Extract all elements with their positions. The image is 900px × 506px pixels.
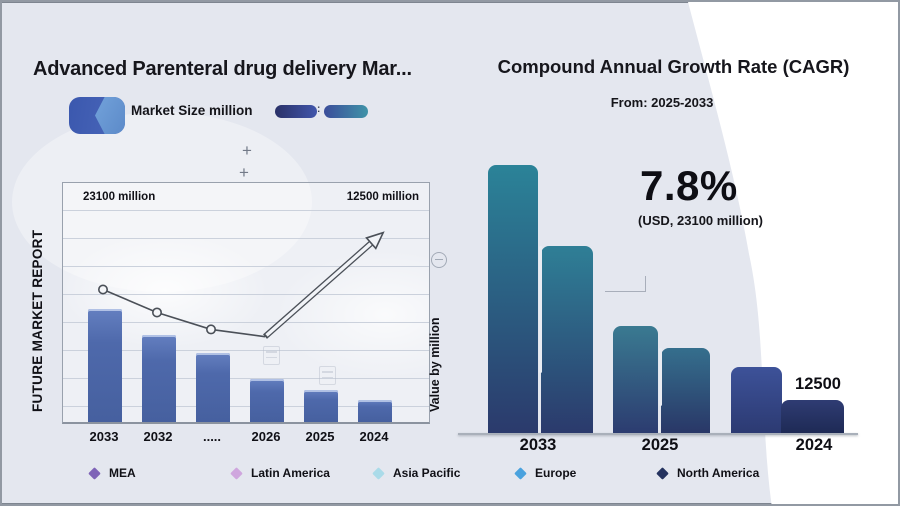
market-size-chart-panel: 23100 million 12500 million bbox=[62, 182, 430, 424]
cylinder-3d-icon bbox=[69, 97, 125, 134]
cagr-note: (USD, 23100 million) bbox=[638, 213, 763, 228]
plus-icon: + bbox=[242, 141, 252, 160]
x-axis-tick-label: 2033 bbox=[519, 436, 557, 454]
region-legend: MEA Latin America Asia Pacific Europe North … bbox=[88, 466, 800, 480]
legend-label: Latin America bbox=[251, 466, 330, 480]
ghost-list-icon bbox=[263, 346, 280, 365]
x-axis-tick-label: 2025 bbox=[305, 429, 335, 444]
x-axis-line bbox=[458, 433, 858, 435]
x-axis-tick-label: 2024 bbox=[795, 436, 833, 454]
market-size-bar bbox=[304, 390, 338, 422]
gradient-pill-icon bbox=[275, 105, 317, 118]
x-axis-tick-label: 2024 bbox=[359, 429, 389, 444]
x-axis-tick-label: ..... bbox=[202, 429, 222, 444]
legend-diamond-icon bbox=[656, 466, 669, 480]
end-value-annotation: 12500 bbox=[795, 375, 841, 393]
future-market-report-watermark: FUTURE MARKET REPORT bbox=[30, 229, 45, 412]
market-size-bar bbox=[88, 309, 122, 422]
x-axis-tick-label: 2033 bbox=[89, 429, 119, 444]
plus-icon: + bbox=[239, 163, 249, 182]
legend-item-asia-pacific: Asia Pacific bbox=[372, 466, 516, 480]
legend-diamond-icon bbox=[230, 466, 243, 480]
market-size-legend-label: Market Size million bbox=[131, 103, 253, 118]
cagr-bar bbox=[661, 348, 710, 433]
cagr-bar bbox=[731, 367, 782, 433]
legend-diamond-icon bbox=[372, 466, 385, 480]
market-size-bar bbox=[196, 353, 230, 422]
ghost-list-icon bbox=[319, 366, 336, 385]
cagr-bar bbox=[781, 400, 844, 433]
legend-item-latin-america: Latin America bbox=[230, 466, 374, 480]
x-axis-tick-label: 2026 bbox=[251, 429, 281, 444]
cagr-title: Compound Annual Growth Rate (CAGR) bbox=[497, 56, 850, 77]
legend-item-north-america: North America bbox=[656, 466, 800, 480]
cagr-bar bbox=[488, 165, 538, 433]
minus-circle-icon bbox=[431, 252, 447, 268]
start-value-label: 23100 million bbox=[83, 191, 156, 203]
gradient-pill-icon bbox=[324, 105, 368, 118]
value-axis-label: Value by million bbox=[428, 317, 442, 412]
legend-label: North America bbox=[677, 466, 760, 480]
bar-gap-slit bbox=[659, 348, 662, 406]
market-size-bar bbox=[358, 400, 392, 422]
cagr-bar bbox=[613, 326, 658, 433]
x-axis-tick-label: 2025 bbox=[641, 436, 679, 454]
legend-item-mea: MEA bbox=[88, 466, 232, 480]
market-size-bar bbox=[250, 379, 284, 422]
pill-separator: : bbox=[317, 104, 321, 115]
x-axis-tick-label: 2032 bbox=[143, 429, 173, 444]
corner-line-decoration bbox=[605, 276, 646, 292]
legend-item-europe: Europe bbox=[514, 466, 658, 480]
cagr-value: 7.8% bbox=[640, 162, 738, 209]
cagr-subtitle: From: 2025-2033 bbox=[610, 95, 714, 110]
cagr-bar bbox=[541, 246, 593, 433]
cagr-chart: 2033 2025 2024 bbox=[458, 152, 862, 454]
legend-label: Asia Pacific bbox=[393, 466, 461, 480]
legend-diamond-icon bbox=[88, 466, 101, 480]
left-chart-title: Advanced Parenteral drug delivery Mar... bbox=[33, 58, 412, 80]
market-size-bar bbox=[142, 335, 176, 422]
legend-label: Europe bbox=[535, 466, 577, 480]
bar-gap-slit bbox=[539, 246, 542, 373]
left-x-axis-labels: 2033 2032..... 2026 2025 2024 bbox=[62, 429, 430, 447]
end-value-label: 12500 million bbox=[346, 191, 419, 203]
legend-label: MEA bbox=[109, 466, 136, 480]
legend-diamond-icon bbox=[514, 466, 527, 480]
